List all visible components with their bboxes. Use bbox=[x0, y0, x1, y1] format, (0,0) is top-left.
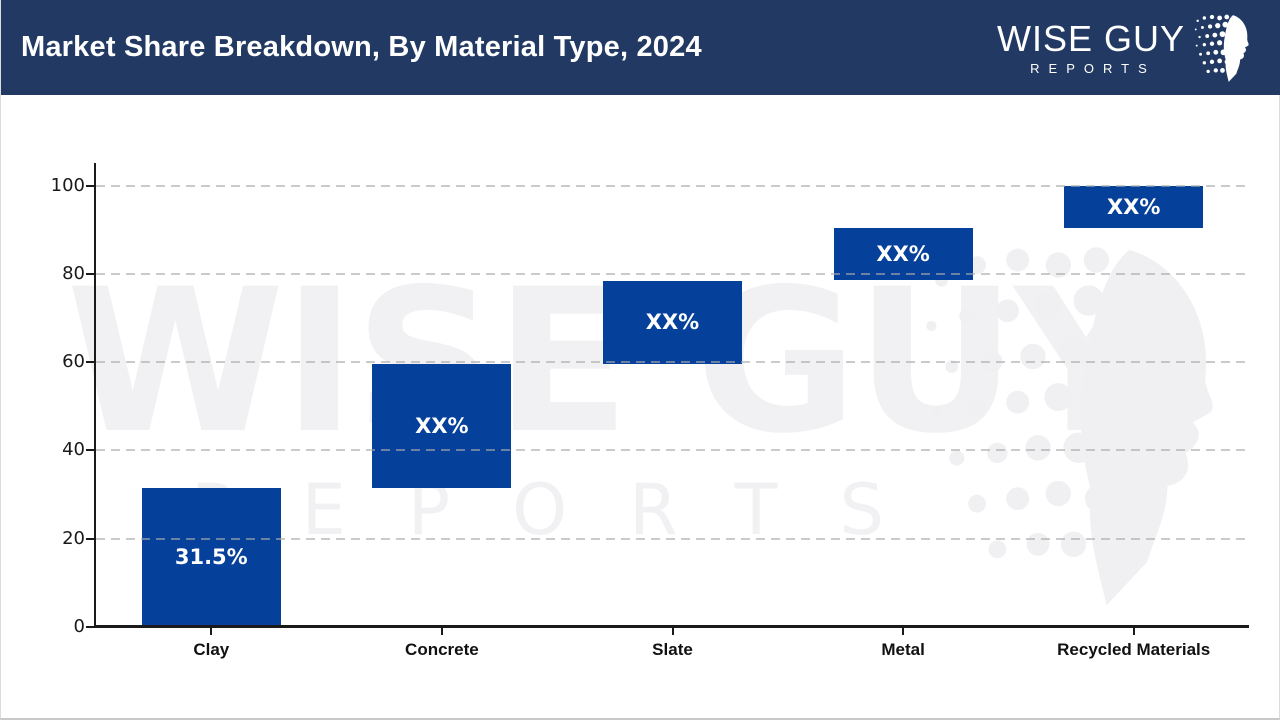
gridline-100 bbox=[96, 184, 1249, 187]
x-tick-mark bbox=[1132, 628, 1135, 635]
x-tick-mark bbox=[671, 628, 674, 635]
y-tick-label: 0 bbox=[73, 616, 85, 637]
y-tick-mark bbox=[86, 537, 94, 540]
bar-slate: XX% bbox=[603, 280, 742, 365]
x-tick-mark bbox=[440, 628, 443, 635]
gridline-80 bbox=[96, 272, 1249, 275]
bar-value-label: XX% bbox=[1106, 194, 1161, 219]
category-label-clay: Clay bbox=[193, 640, 230, 659]
y-tick-label: 40 bbox=[62, 439, 85, 461]
bar-concrete: XX% bbox=[372, 364, 512, 488]
brand-name-text: WISE GUY bbox=[996, 17, 1185, 59]
y-tick-mark bbox=[86, 626, 94, 628]
brand-reports-text: REPORTS bbox=[1030, 60, 1156, 76]
brand-wordmark: WISE GUY REPORTS bbox=[996, 17, 1185, 76]
bar-value-label: XX% bbox=[645, 310, 700, 335]
x-axis-spine bbox=[94, 625, 1249, 628]
category-label-slate: Slate bbox=[652, 640, 693, 659]
bar-value-label: XX% bbox=[876, 242, 930, 266]
y-axis-spine bbox=[94, 163, 96, 627]
category-label-metal: Metal bbox=[881, 640, 925, 659]
category-label-recycled-materials: Recycled Materials bbox=[1057, 640, 1211, 659]
y-tick-mark bbox=[86, 361, 94, 364]
bar-clay: 31.5% bbox=[141, 487, 281, 627]
gridline-20 bbox=[96, 537, 1249, 540]
page-title: Market Share Breakdown, By Material Type… bbox=[21, 31, 702, 63]
gridline-60 bbox=[96, 361, 1249, 364]
brand-logo: WISE GUY REPORTS bbox=[997, 11, 1253, 85]
bar-value-label: XX% bbox=[415, 414, 469, 439]
y-tick-mark bbox=[86, 272, 94, 275]
header-bar: Market Share Breakdown, By Material Type… bbox=[1, 0, 1280, 95]
gridline-40 bbox=[96, 449, 1249, 452]
watermark-reports: REPORTS bbox=[191, 469, 946, 551]
y-tick-label: 60 bbox=[62, 351, 85, 373]
y-tick-mark bbox=[86, 449, 94, 452]
bar-value-label: 31.5% bbox=[174, 545, 248, 570]
category-label-concrete: Concrete bbox=[405, 640, 479, 659]
face-logo-icon bbox=[1194, 14, 1249, 82]
chart-area: WISE GUY REPORTS 31.5% XX% XX% XX% XX% 0 20 40… bbox=[1, 95, 1280, 718]
bar-recycled-materials: XX% bbox=[1064, 185, 1204, 228]
x-tick-mark bbox=[902, 628, 905, 635]
y-tick-label: 80 bbox=[62, 262, 85, 284]
y-tick-label: 100 bbox=[50, 174, 85, 196]
y-tick-mark bbox=[86, 184, 94, 187]
x-tick-mark bbox=[210, 628, 213, 635]
y-tick-label: 20 bbox=[62, 527, 85, 549]
